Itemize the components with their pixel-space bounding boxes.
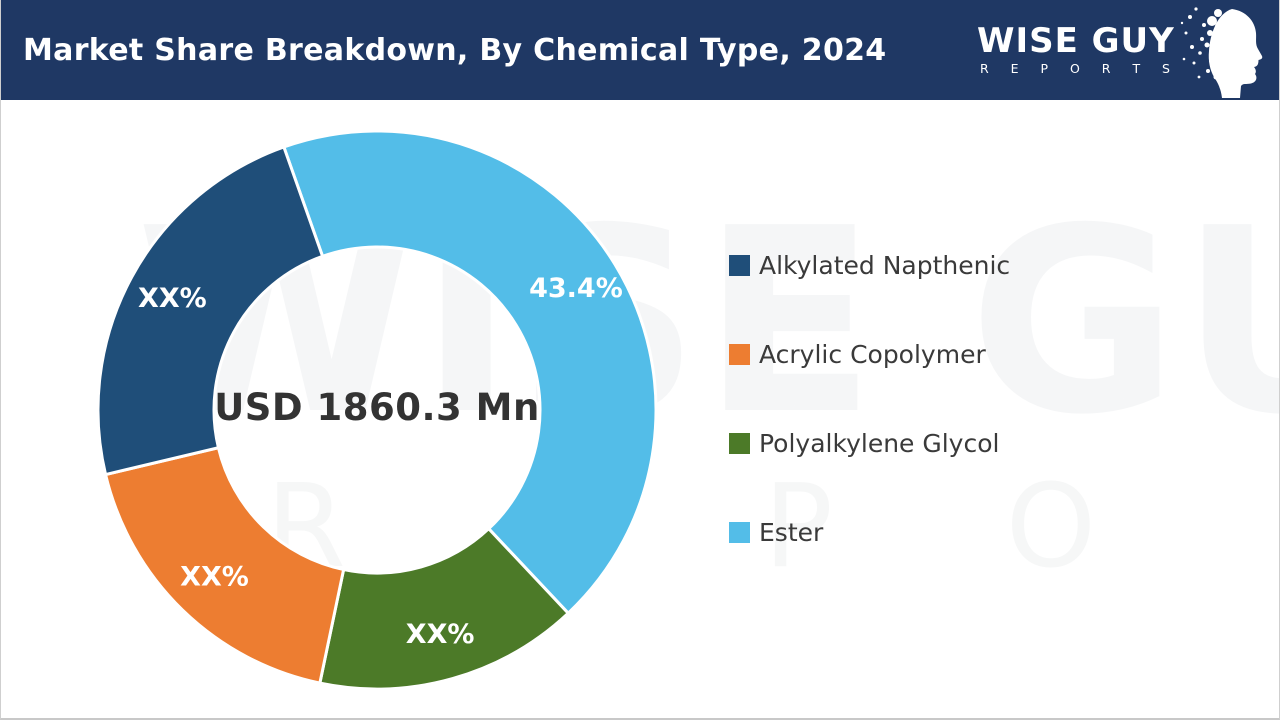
legend-item: Alkylated Napthenic: [729, 251, 1010, 280]
legend-item: Polyalkylene Glycol: [729, 429, 1010, 458]
legend-swatch: [729, 344, 750, 365]
legend-item: Acrylic Copolymer: [729, 340, 1010, 369]
logo-face-icon: [1180, 6, 1263, 98]
donut-segment-polyalkylene-glycol: [318, 526, 571, 691]
header-bar: Market Share Breakdown, By Chemical Type…: [1, 0, 1279, 100]
logo-subtext: R E P O R T S: [979, 61, 1179, 77]
donut-segment-acrylic-copolymer: [103, 445, 346, 685]
segment-value-label: 43.4%: [529, 273, 623, 304]
logo-wordmark-block: WISE GUY R E P O R T S: [977, 24, 1179, 76]
legend-swatch: [729, 433, 750, 454]
chart-center-value: USD 1860.3 Mn: [214, 386, 540, 429]
legend-label: Polyalkylene Glycol: [759, 429, 1000, 458]
segment-value-label: XX%: [406, 619, 475, 650]
legend-label: Acrylic Copolymer: [759, 340, 986, 369]
segment-value-label: XX%: [138, 283, 207, 314]
donut-segment-ester: [281, 129, 658, 616]
segment-value-label: XX%: [180, 561, 249, 592]
donut-segment-alkylated-napthenic: [96, 145, 325, 477]
wiseguy-logo: WISE GUY R E P O R T S: [977, 3, 1265, 98]
page-title: Market Share Breakdown, By Chemical Type…: [23, 32, 887, 68]
legend-swatch: [729, 522, 750, 543]
legend-label: Ester: [759, 518, 824, 547]
legend-swatch: [729, 255, 750, 276]
legend-item: Ester: [729, 518, 1010, 547]
chart-legend: Alkylated Napthenic Acrylic Copolymer Po…: [729, 251, 1010, 547]
logo-wordmark: WISE GUY: [976, 21, 1175, 62]
legend-label: Alkylated Napthenic: [759, 251, 1011, 280]
